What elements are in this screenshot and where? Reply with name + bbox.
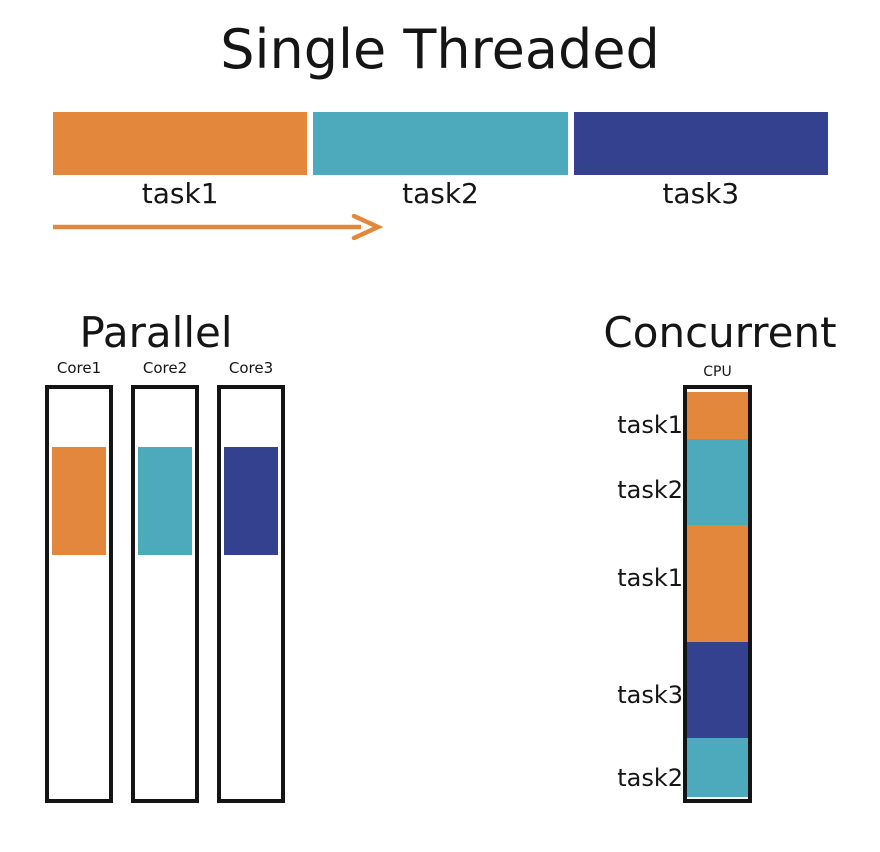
task1-label: task1 — [141, 177, 219, 210]
cpu-slice-task3 — [687, 642, 748, 738]
core3-column — [217, 385, 285, 803]
core1-column — [45, 385, 113, 803]
cpu-slice-task1 — [687, 392, 748, 439]
concurrent-task2-label: task2 — [617, 764, 683, 792]
cpu-label: CPU — [703, 364, 732, 380]
concurrent-task2-label: task2 — [617, 476, 683, 504]
core3-task-block — [224, 447, 278, 555]
core2-column — [131, 385, 199, 803]
core2-label: Core2 — [142, 359, 188, 377]
core3-label: Core3 — [228, 359, 274, 377]
task3-segment — [573, 112, 828, 175]
parallel-title: Parallel — [79, 308, 233, 357]
right-arrow-icon — [53, 214, 384, 240]
single-threaded-timeline — [53, 112, 828, 175]
task2-label: task2 — [402, 177, 479, 210]
concurrent-task3-label: task3 — [617, 681, 683, 709]
task3-label: task3 — [662, 177, 740, 210]
concurrent-task1-label: task1 — [617, 564, 683, 592]
concurrent-title: Concurrent — [603, 308, 837, 357]
cpu-slice-task1 — [687, 525, 748, 642]
core2-task-block — [138, 447, 192, 555]
cpu-column — [683, 385, 752, 803]
concurrent-task1-label: task1 — [617, 411, 683, 439]
core1-label: Core1 — [56, 359, 102, 377]
core1-task-block — [52, 447, 106, 555]
single-threaded-title: Single Threaded — [220, 18, 660, 81]
task2-segment — [313, 112, 568, 175]
single-threaded-task-labels: task1 task2 task3 — [53, 177, 828, 210]
cpu-slice-task2 — [687, 738, 748, 797]
task1-segment — [53, 112, 308, 175]
cpu-slice-task2 — [687, 439, 748, 525]
